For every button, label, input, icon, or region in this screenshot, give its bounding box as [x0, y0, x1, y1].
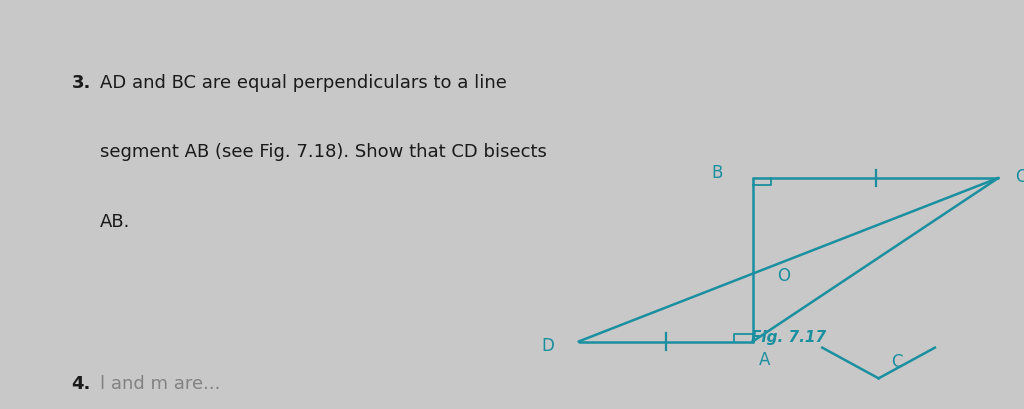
Text: C: C [891, 353, 903, 371]
Text: O: O [777, 267, 790, 285]
Text: D: D [542, 337, 554, 355]
Text: 4.: 4. [72, 375, 91, 393]
Text: A: A [759, 351, 771, 369]
Text: AB.: AB. [100, 213, 131, 231]
Text: l and m are...: l and m are... [100, 375, 221, 393]
Text: 3.: 3. [72, 74, 91, 92]
Text: Fig. 7.17: Fig. 7.17 [751, 330, 826, 345]
Text: AD and BC are equal perpendiculars to a line: AD and BC are equal perpendiculars to a … [100, 74, 507, 92]
Text: segment AB (see Fig. 7.18). Show that CD bisects: segment AB (see Fig. 7.18). Show that CD… [100, 143, 547, 161]
Text: C: C [1015, 168, 1024, 186]
Text: B: B [711, 164, 723, 182]
